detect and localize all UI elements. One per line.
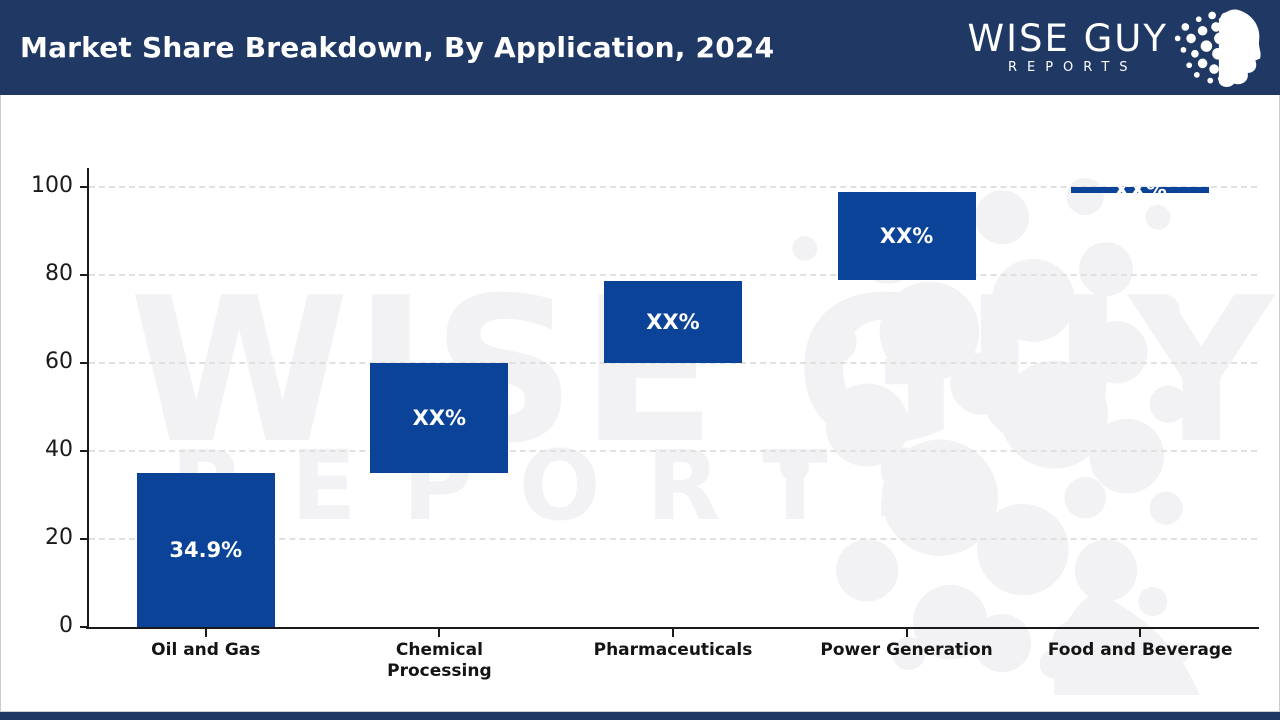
bar-segment: XX% (837, 191, 976, 280)
watermark-face-dots (779, 177, 1200, 695)
y-tick-label: 40 (45, 437, 73, 462)
brand-logo-text: WISE GUY REPORTS (968, 20, 1168, 75)
x-tick-mark (1139, 629, 1142, 637)
y-tick-label: 80 (45, 261, 73, 286)
x-axis-line (86, 627, 1259, 629)
x-category-label: Food and Beverage (1047, 640, 1233, 660)
brand-logo: WISE GUY REPORTS (968, 5, 1262, 91)
brand-subname: REPORTS (1007, 60, 1138, 75)
bar-value-label: XX% (412, 406, 467, 430)
x-category-label: Power Generation (820, 640, 993, 660)
y-tick-mark (80, 362, 89, 364)
dotted-face-icon (1174, 9, 1261, 87)
bar-value-label: XX% (646, 310, 700, 335)
brand-name: WISE GUY (967, 17, 1168, 60)
x-tick-mark (905, 629, 908, 637)
y-tick-mark (80, 186, 89, 188)
y-tick-mark (80, 626, 89, 628)
footer-bar (0, 711, 1280, 720)
bar-value-label: 34.9% (169, 538, 243, 563)
y-tick-label: 100 (31, 173, 73, 198)
gridline (89, 274, 1257, 276)
bar-value-label: XX% (879, 223, 934, 248)
y-tick-label: 20 (45, 525, 73, 550)
x-category-label: Chemical Processing (387, 640, 492, 682)
gridline (89, 362, 1257, 364)
y-tick-label: 60 (45, 349, 73, 374)
bar-segment: XX% (604, 281, 742, 363)
x-tick-mark (438, 629, 441, 637)
x-tick-mark (672, 629, 674, 637)
y-tick-mark (80, 538, 89, 540)
y-tick-mark (80, 450, 89, 452)
gridline (89, 186, 1257, 188)
gridline (89, 538, 1257, 540)
watermark-text-2: REPORTS (171, 430, 989, 542)
y-axis-line (87, 168, 89, 629)
chart-area: WISE GUY REPORTS 0 20 40 60 80 100 Oil and Gas… (0, 95, 1280, 712)
x-tick-mark (204, 629, 207, 637)
header-bar: Market Share Breakdown, By Application, … (0, 0, 1280, 95)
y-tick-mark (80, 274, 89, 276)
x-category-label: Oil and Gas (151, 640, 261, 660)
x-category-label: Pharmaceuticals (593, 640, 753, 660)
bar-segment: XX% (370, 363, 509, 473)
bar-segment: 34.9% (136, 473, 275, 627)
gridline (89, 450, 1257, 452)
bar-value-label: XX% (1113, 187, 1166, 193)
y-tick-label: 0 (59, 613, 73, 638)
page-title: Market Share Breakdown, By Application, … (20, 31, 775, 64)
bar-segment: XX% (1071, 187, 1210, 193)
